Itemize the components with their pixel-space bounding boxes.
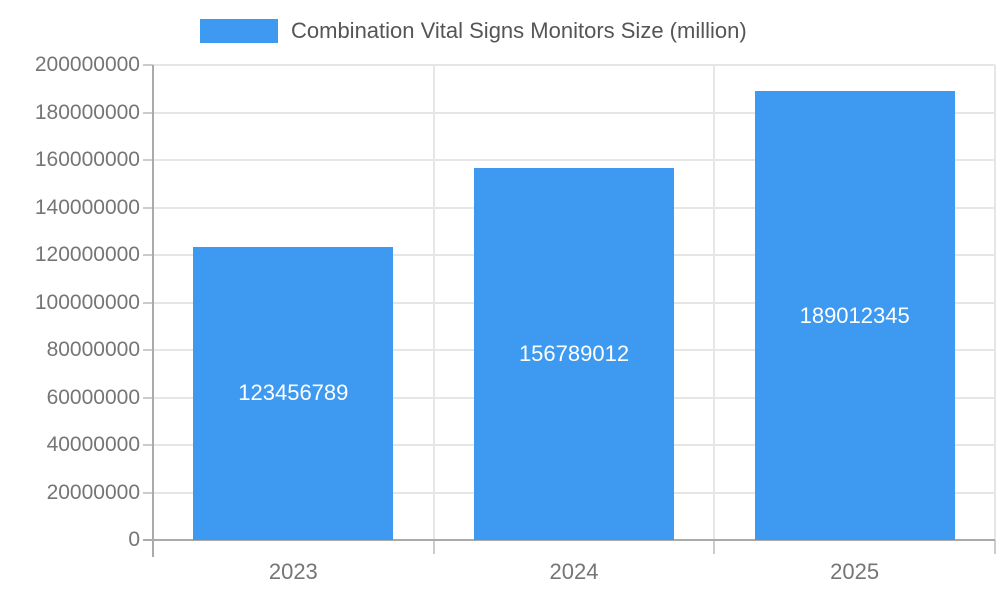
gridline-horizontal <box>153 111 995 114</box>
y-axis-tick-label: 160000000 <box>34 148 140 171</box>
legend-label: Combination Vital Signs Monitors Size (m… <box>291 18 747 43</box>
x-axis-line <box>143 539 995 541</box>
gridline-vertical <box>994 65 996 540</box>
y-axis-tick <box>143 64 153 66</box>
gridline-horizontal <box>153 159 995 161</box>
y-axis-tick-label: 80000000 <box>46 338 140 361</box>
y-axis-tick <box>143 159 153 161</box>
y-axis-tick <box>143 206 153 209</box>
bar-value-label: 156789012 <box>518 340 630 366</box>
y-axis-tick-label: 60000000 <box>46 385 140 409</box>
y-axis-tick-label: 100000000 <box>34 290 140 314</box>
y-axis-tick <box>143 396 153 399</box>
y-axis-tick-label: 20000000 <box>46 480 140 504</box>
y-axis-line <box>152 65 154 557</box>
y-axis-tick-label: 140000000 <box>34 195 140 219</box>
gridline-horizontal <box>153 64 995 66</box>
x-axis-tick <box>713 540 716 554</box>
gridline-vertical <box>432 65 435 540</box>
bar-2025[interactable] <box>754 91 955 540</box>
y-axis-tick-label: 0 <box>128 528 140 551</box>
y-axis-tick <box>143 349 153 351</box>
x-axis-category-label: 2023 <box>268 559 318 584</box>
bar-value-label: 189012345 <box>799 302 910 328</box>
bar-2024[interactable] <box>474 167 674 540</box>
x-axis-tick <box>432 540 435 554</box>
y-axis-tick-label: 120000000 <box>34 243 140 266</box>
y-axis-tick-label: 180000000 <box>34 100 140 124</box>
y-axis-tick-label: 200000000 <box>34 53 140 76</box>
y-axis-tick <box>143 444 153 446</box>
y-axis-tick <box>143 491 153 494</box>
bar-value-label: 123456789 <box>238 380 349 406</box>
legend-swatch <box>200 19 278 43</box>
legend[interactable]: Combination Vital Signs Monitors Size (m… <box>200 17 747 45</box>
x-axis-category-label: 2025 <box>830 559 880 584</box>
y-axis-tick-label: 40000000 <box>46 433 140 456</box>
gridline-vertical <box>713 65 716 540</box>
x-axis-category-label: 2024 <box>549 559 599 584</box>
y-axis-tick <box>143 254 153 256</box>
bar-2023[interactable] <box>193 246 394 540</box>
y-axis-tick <box>143 301 153 304</box>
y-axis-tick <box>143 111 153 114</box>
x-axis-tick <box>994 540 996 554</box>
